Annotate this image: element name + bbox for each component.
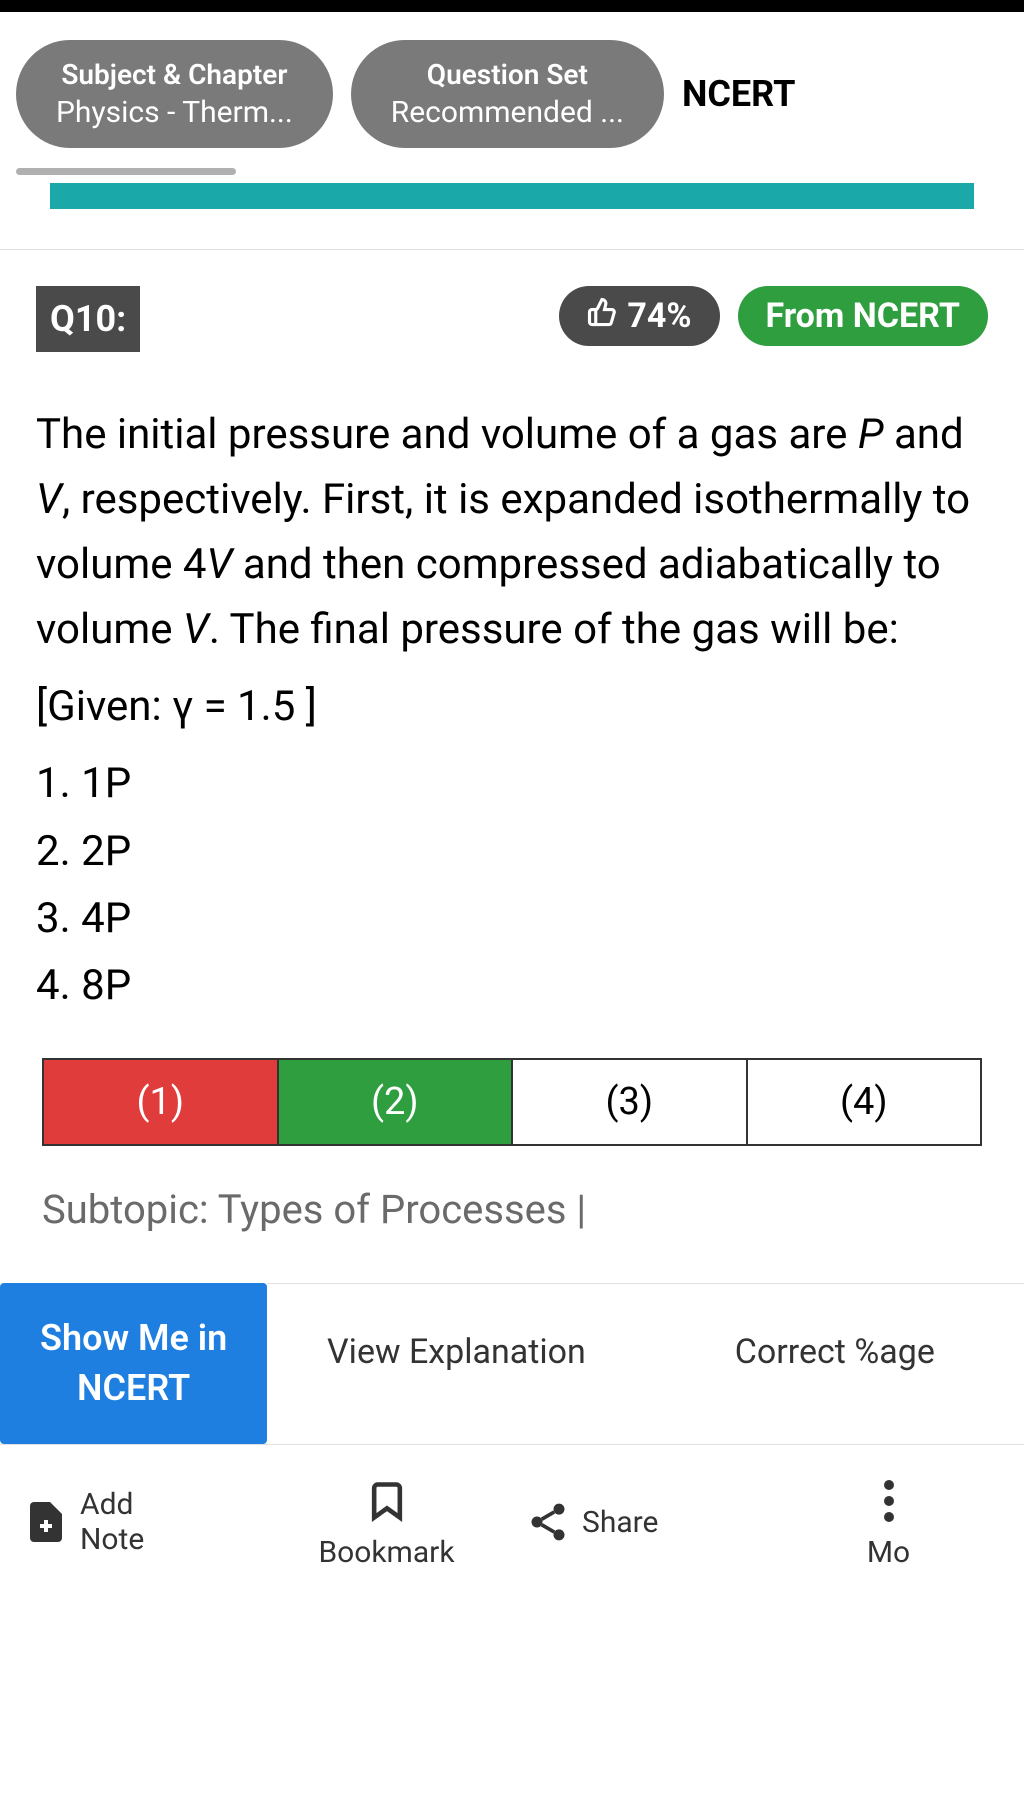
- show-in-ncert-button[interactable]: Show Me inNCERT: [0, 1283, 267, 1444]
- chip-title: Question Set: [427, 58, 588, 91]
- add-note-button[interactable]: Add Note: [20, 1487, 251, 1557]
- question-header: Q10: 74% From NCERT: [36, 286, 988, 352]
- chip-question-set[interactable]: Question Set Recommended ...: [351, 40, 664, 148]
- question-given: [Given: γ = 1.5 ]: [36, 674, 988, 739]
- option-3: 3. 4P: [36, 886, 988, 951]
- progress-bar: [50, 183, 974, 209]
- chip-subtitle: Physics - Therm...: [56, 95, 293, 130]
- question-number-badge: Q10:: [36, 286, 140, 352]
- view-explanation-button[interactable]: View Explanation: [267, 1283, 645, 1444]
- add-label: Add: [80, 1487, 133, 1522]
- share-label: Share: [582, 1505, 658, 1540]
- thumbs-up-icon: [587, 297, 617, 335]
- like-percentage-badge[interactable]: 74%: [559, 286, 719, 346]
- correct-percentage-button[interactable]: Correct %age: [646, 1283, 1024, 1444]
- question-text: The initial pressure and volume of a gas…: [36, 402, 988, 662]
- more-icon: [863, 1475, 915, 1527]
- chip-subject-chapter[interactable]: Subject & Chapter Physics - Therm...: [16, 40, 333, 148]
- share-icon: [522, 1496, 574, 1548]
- bookmark-label: Bookmark: [318, 1535, 454, 1570]
- options-list: 1. 1P 2. 2P 3. 4P 4. 8P: [36, 751, 988, 1017]
- answer-button-2[interactable]: (2): [279, 1058, 514, 1146]
- from-ncert-badge[interactable]: From NCERT: [738, 286, 988, 346]
- badge-row: 74% From NCERT: [559, 286, 988, 346]
- answer-button-4[interactable]: (4): [748, 1058, 983, 1146]
- like-percentage-text: 74%: [627, 296, 691, 336]
- subtopic-label: Subtopic: Types of Processes |: [42, 1186, 982, 1233]
- more-label: Mo: [867, 1535, 910, 1570]
- share-button[interactable]: Share: [522, 1496, 753, 1548]
- bookmark-icon: [361, 1475, 413, 1527]
- chip-title: Subject & Chapter: [61, 58, 287, 91]
- bookmark-button[interactable]: Bookmark: [271, 1475, 502, 1570]
- status-bar: [0, 0, 1024, 12]
- action-row: Show Me inNCERT View Explanation Correct…: [0, 1283, 1024, 1444]
- note-label: Note: [80, 1522, 144, 1557]
- question-card: Q10: 74% From NCERT The initial pressure…: [0, 250, 1024, 1283]
- option-2: 2. 2P: [36, 819, 988, 884]
- option-4: 4. 8P: [36, 953, 988, 1018]
- option-1: 1. 1P: [36, 751, 988, 816]
- add-note-icon: [20, 1496, 72, 1548]
- ncert-label[interactable]: NCERT: [682, 73, 796, 115]
- more-button[interactable]: Mo: [773, 1475, 1004, 1570]
- answer-grid: (1) (2) (3) (4): [42, 1058, 982, 1146]
- answer-button-1[interactable]: (1): [42, 1058, 279, 1146]
- bottom-action-row: Add Note Bookmark Share Mo: [0, 1444, 1024, 1580]
- chip-subtitle: Recommended ...: [391, 95, 624, 130]
- filter-chips-row: Subject & Chapter Physics - Therm... Que…: [0, 12, 1024, 168]
- answer-button-3[interactable]: (3): [513, 1058, 748, 1146]
- horizontal-scroll-indicator: [16, 168, 236, 175]
